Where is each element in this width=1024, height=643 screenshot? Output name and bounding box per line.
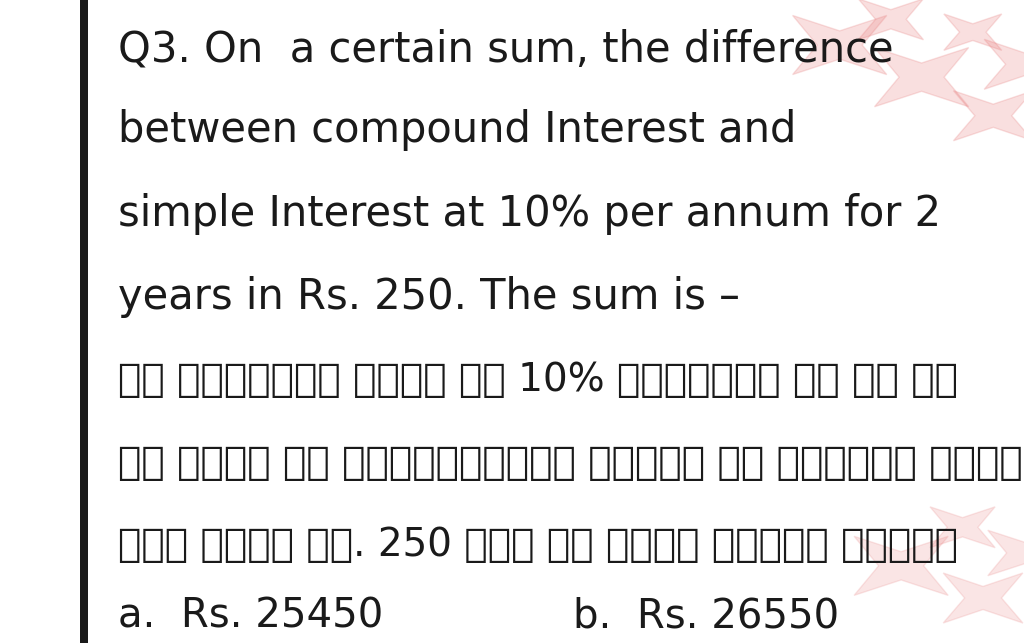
Text: a.  Rs. 25450: a. Rs. 25450	[118, 597, 383, 637]
Polygon shape	[793, 15, 887, 75]
Text: years in Rs. 250. The sum is –: years in Rs. 250. The sum is –	[118, 276, 739, 318]
Polygon shape	[943, 573, 1023, 623]
Text: simple Interest at 10% per annum for 2: simple Interest at 10% per annum for 2	[118, 193, 941, 235]
Polygon shape	[930, 507, 995, 548]
Polygon shape	[988, 530, 1024, 575]
Polygon shape	[984, 39, 1024, 89]
Text: b.  Rs. 26550: b. Rs. 26550	[573, 597, 840, 637]
Bar	[80, 0, 88, 643]
Polygon shape	[854, 536, 948, 595]
Polygon shape	[944, 14, 1001, 50]
Polygon shape	[953, 91, 1024, 141]
Text: between compound Interest and: between compound Interest and	[118, 109, 796, 151]
Polygon shape	[874, 48, 969, 107]
Text: में अंतर रु. 250 है। वह राशि ज्ञात करें।: में अंतर रु. 250 है। वह राशि ज्ञात करें।	[118, 526, 957, 564]
Polygon shape	[858, 0, 924, 40]
Text: Q3. On  a certain sum, the difference: Q3. On a certain sum, the difference	[118, 29, 893, 71]
Text: एक निश्चित राशि पर 10% प्रतिशत की दर पर: एक निश्चित राशि पर 10% प्रतिशत की दर पर	[118, 361, 957, 399]
Text: दो वर्ष के चक्रवृद्धि ब्याज और साधारण ब्याज: दो वर्ष के चक्रवृद्धि ब्याज और साधारण ब्…	[118, 444, 1024, 482]
